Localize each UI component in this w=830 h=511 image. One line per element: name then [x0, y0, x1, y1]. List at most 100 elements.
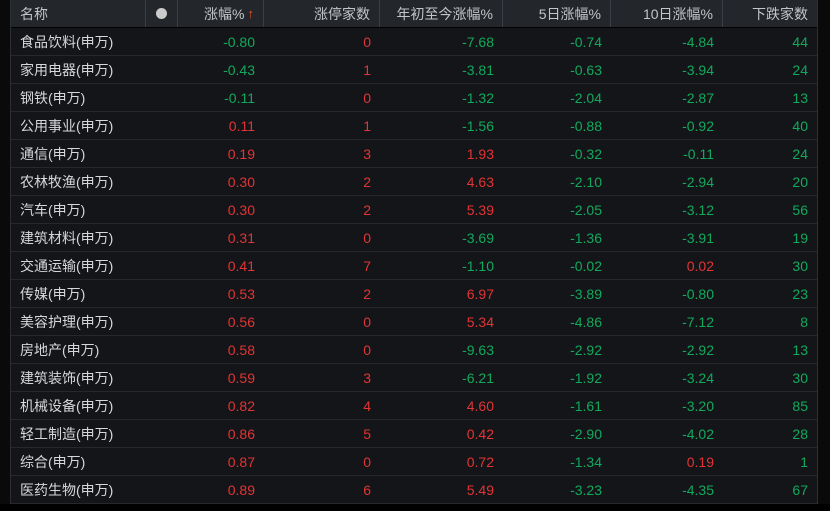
cell-chg: 0.30 — [227, 173, 255, 190]
cell-limit: 0 — [363, 341, 371, 358]
sector-table: 名称 涨幅% ↑ 涨停家数 年初至今涨幅% 5日涨幅% 10日涨幅% 下跌家数 食品饮料(申万… — [10, 0, 818, 504]
cell-d10: -2.87 — [682, 89, 714, 106]
cell-limit: 3 — [363, 369, 371, 386]
cell-limit: 3 — [363, 145, 371, 162]
cell-signal — [146, 364, 178, 391]
cell-d5: -0.32 — [570, 145, 602, 162]
cell-d5: -2.05 — [570, 201, 602, 218]
table-row[interactable]: 农林牧渔(申万) 0.30 2 4.63 -2.10 -2.94 20 — [11, 168, 817, 196]
cell-dec: 40 — [792, 117, 808, 134]
cell-ytd: -7.68 — [462, 33, 494, 50]
cell-name: 建筑装饰(申万) — [20, 369, 114, 386]
cell-name: 家用电器(申万) — [20, 61, 114, 78]
table-row[interactable]: 建筑材料(申万) 0.31 0 -3.69 -1.36 -3.91 19 — [11, 224, 817, 252]
cell-signal — [146, 84, 178, 111]
column-header-signal[interactable] — [146, 0, 178, 27]
cell-signal — [146, 28, 178, 55]
cell-chg: -0.11 — [224, 89, 255, 106]
cell-limit: 7 — [363, 257, 371, 274]
table-body: 食品饮料(申万) -0.80 0 -7.68 -0.74 -4.84 44 家用电器(申万) -… — [11, 28, 817, 504]
cell-d5: -0.88 — [570, 117, 602, 134]
cell-signal — [146, 196, 178, 223]
cell-chg: 0.87 — [227, 453, 255, 470]
cell-chg: 0.59 — [227, 369, 255, 386]
cell-dec: 56 — [792, 201, 808, 218]
cell-signal — [146, 280, 178, 307]
cell-limit: 2 — [363, 285, 371, 302]
cell-d5: -0.74 — [570, 33, 602, 50]
column-header-d10[interactable]: 10日涨幅% — [611, 0, 723, 27]
cell-chg: 0.56 — [227, 313, 255, 330]
cell-ytd: 0.42 — [466, 425, 494, 442]
cell-dec: 13 — [792, 89, 808, 106]
cell-limit: 0 — [363, 453, 371, 470]
cell-signal — [146, 308, 178, 335]
cell-dec: 85 — [792, 397, 808, 414]
column-header-label: 名称 — [20, 5, 48, 22]
cell-name: 轻工制造(申万) — [20, 425, 114, 442]
table-row[interactable]: 传媒(申万) 0.53 2 6.97 -3.89 -0.80 23 — [11, 280, 817, 308]
table-row[interactable]: 通信(申万) 0.19 3 1.93 -0.32 -0.11 24 — [11, 140, 817, 168]
table-row[interactable]: 食品饮料(申万) -0.80 0 -7.68 -0.74 -4.84 44 — [11, 28, 817, 56]
cell-limit: 0 — [363, 89, 371, 106]
cell-d5: -0.02 — [570, 257, 602, 274]
cell-limit: 6 — [363, 481, 371, 498]
cell-ytd: -6.21 — [462, 369, 494, 386]
cell-chg: -0.80 — [223, 33, 255, 50]
table-row[interactable]: 建筑装饰(申万) 0.59 3 -6.21 -1.92 -3.24 30 — [11, 364, 817, 392]
column-header-ytd[interactable]: 年初至今涨幅% — [380, 0, 503, 27]
cell-dec: 24 — [792, 61, 808, 78]
table-row[interactable]: 汽车(申万) 0.30 2 5.39 -2.05 -3.12 56 — [11, 196, 817, 224]
cell-d10: -3.91 — [682, 229, 714, 246]
column-header-limit[interactable]: 涨停家数 — [264, 0, 380, 27]
column-header-name[interactable]: 名称 — [11, 0, 146, 27]
cell-chg: 0.89 — [227, 481, 255, 498]
cell-d5: -1.36 — [570, 229, 602, 246]
column-header-dec[interactable]: 下跌家数 — [723, 0, 817, 27]
cell-ytd: 5.39 — [466, 201, 494, 218]
cell-chg: 0.19 — [227, 145, 255, 162]
cell-dec: 8 — [800, 313, 808, 330]
cell-d10: -0.80 — [682, 285, 714, 302]
table-row[interactable]: 交通运输(申万) 0.41 7 -1.10 -0.02 0.02 30 — [11, 252, 817, 280]
cell-limit: 2 — [363, 201, 371, 218]
column-header-label: 下跌家数 — [752, 5, 808, 22]
signal-dot-icon — [156, 8, 167, 19]
cell-chg: 0.53 — [227, 285, 255, 302]
table-row[interactable]: 机械设备(申万) 0.82 4 4.60 -1.61 -3.20 85 — [11, 392, 817, 420]
cell-signal — [146, 140, 178, 167]
cell-signal — [146, 476, 178, 503]
table-header: 名称 涨幅% ↑ 涨停家数 年初至今涨幅% 5日涨幅% 10日涨幅% 下跌家数 — [11, 0, 817, 28]
cell-d10: -4.02 — [682, 425, 714, 442]
cell-d10: -0.11 — [683, 145, 714, 162]
table-row[interactable]: 医药生物(申万) 0.89 6 5.49 -3.23 -4.35 67 — [11, 476, 817, 504]
table-row[interactable]: 轻工制造(申万) 0.86 5 0.42 -2.90 -4.02 28 — [11, 420, 817, 448]
cell-d10: -3.94 — [682, 61, 714, 78]
cell-name: 传媒(申万) — [20, 285, 86, 302]
cell-ytd: -9.63 — [462, 341, 494, 358]
cell-d10: -3.12 — [682, 201, 714, 218]
cell-name: 交通运输(申万) — [20, 257, 114, 274]
column-header-chg[interactable]: 涨幅% ↑ — [178, 0, 264, 27]
column-header-d5[interactable]: 5日涨幅% — [503, 0, 611, 27]
cell-chg: -0.43 — [223, 61, 255, 78]
cell-d10: -4.84 — [682, 33, 714, 50]
table-row[interactable]: 美容护理(申万) 0.56 0 5.34 -4.86 -7.12 8 — [11, 308, 817, 336]
table-row[interactable]: 家用电器(申万) -0.43 1 -3.81 -0.63 -3.94 24 — [11, 56, 817, 84]
cell-dec: 13 — [792, 341, 808, 358]
table-row[interactable]: 综合(申万) 0.87 0 0.72 -1.34 0.19 1 — [11, 448, 817, 476]
cell-d5: -3.23 — [570, 481, 602, 498]
table-row[interactable]: 房地产(申万) 0.58 0 -9.63 -2.92 -2.92 13 — [11, 336, 817, 364]
cell-chg: 0.31 — [227, 229, 255, 246]
column-header-label: 10日涨幅% — [642, 5, 713, 22]
cell-limit: 4 — [363, 397, 371, 414]
cell-limit: 0 — [363, 33, 371, 50]
table-row[interactable]: 钢铁(申万) -0.11 0 -1.32 -2.04 -2.87 13 — [11, 84, 817, 112]
cell-signal — [146, 112, 178, 139]
cell-d10: -7.12 — [682, 313, 714, 330]
cell-name: 综合(申万) — [20, 453, 86, 470]
cell-d10: -2.94 — [682, 173, 714, 190]
cell-dec: 30 — [792, 257, 808, 274]
table-row[interactable]: 公用事业(申万) 0.11 1 -1.56 -0.88 -0.92 40 — [11, 112, 817, 140]
